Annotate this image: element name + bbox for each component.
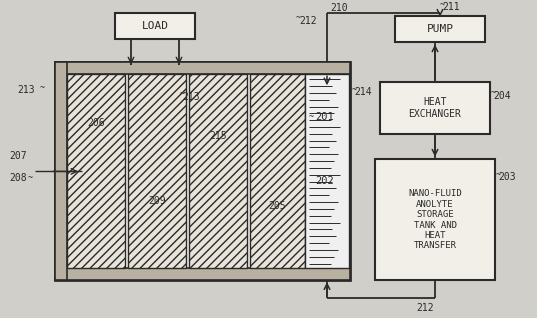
Text: 202: 202 xyxy=(315,176,334,186)
Text: ~: ~ xyxy=(491,89,496,98)
Bar xyxy=(55,268,350,280)
Text: 212: 212 xyxy=(416,303,434,313)
Text: ~: ~ xyxy=(496,170,501,179)
Text: 211: 211 xyxy=(442,2,460,12)
Text: 205: 205 xyxy=(268,201,286,211)
Bar xyxy=(128,74,186,268)
Text: PUMP: PUMP xyxy=(426,24,454,34)
Text: 207: 207 xyxy=(9,151,27,161)
Text: ~: ~ xyxy=(296,13,301,22)
Bar xyxy=(55,62,350,280)
Text: HEAT
EXCHANGER: HEAT EXCHANGER xyxy=(409,97,461,119)
Text: 203: 203 xyxy=(498,172,516,182)
Text: 206: 206 xyxy=(87,118,105,128)
Bar xyxy=(55,62,67,280)
Bar xyxy=(250,74,305,268)
Text: ~: ~ xyxy=(352,85,357,93)
Text: 213: 213 xyxy=(182,92,200,102)
Bar xyxy=(189,74,247,268)
Text: LOAD: LOAD xyxy=(142,21,169,31)
Text: 210: 210 xyxy=(330,3,347,13)
Text: 208: 208 xyxy=(9,173,27,183)
Text: 209: 209 xyxy=(148,196,166,205)
Text: 215: 215 xyxy=(209,131,227,142)
Text: ~: ~ xyxy=(28,173,33,183)
Bar xyxy=(305,74,349,268)
Text: 214: 214 xyxy=(354,87,372,97)
Bar xyxy=(395,16,485,42)
Text: ~: ~ xyxy=(40,83,45,92)
Bar xyxy=(55,62,350,74)
Bar xyxy=(115,13,195,38)
Text: ~: ~ xyxy=(440,0,445,10)
Text: 201: 201 xyxy=(315,112,334,122)
Text: 212: 212 xyxy=(299,16,317,26)
Bar xyxy=(380,82,490,134)
Bar xyxy=(375,160,495,280)
Text: 213: 213 xyxy=(17,85,35,95)
Text: ~: ~ xyxy=(180,90,185,99)
Bar xyxy=(67,74,125,268)
Text: ~: ~ xyxy=(309,113,314,121)
Text: 204: 204 xyxy=(493,91,511,101)
Text: NANO-FLUID
ANOLYTE
STORAGE
TANK AND
HEAT
TRANSFER: NANO-FLUID ANOLYTE STORAGE TANK AND HEAT… xyxy=(408,190,462,250)
